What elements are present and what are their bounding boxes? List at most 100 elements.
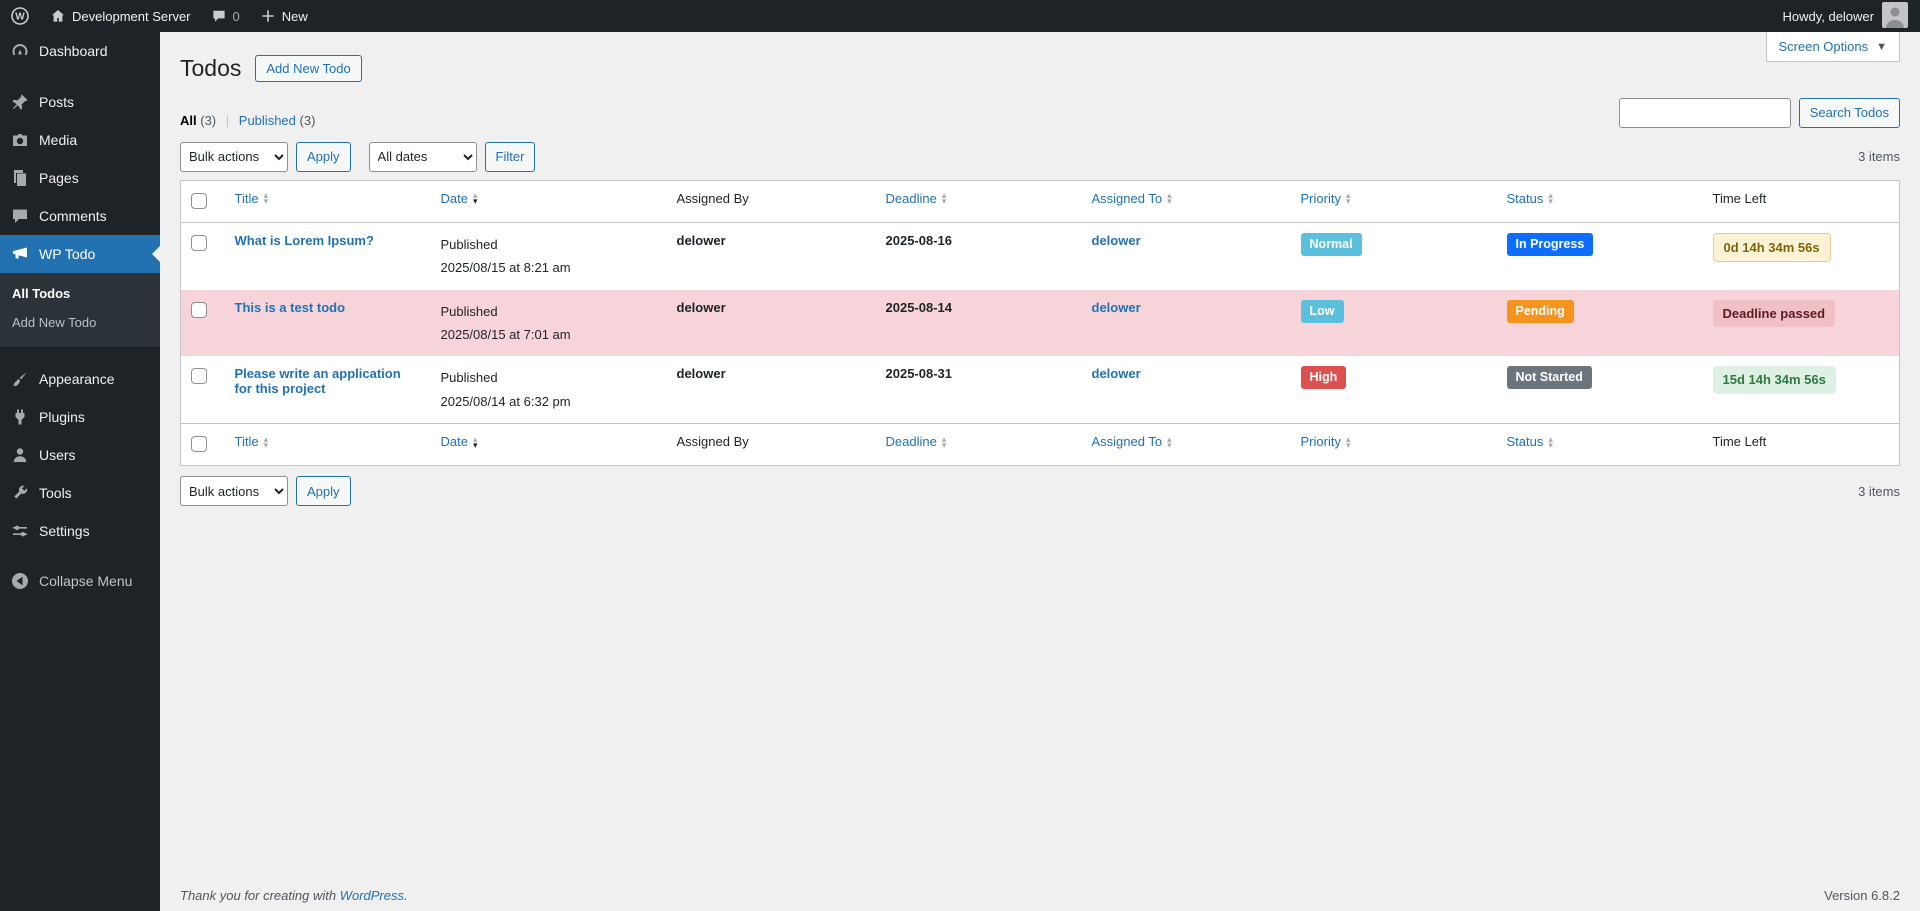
apply-button[interactable]: Apply: [296, 476, 351, 507]
view-published-count: (3): [299, 112, 316, 128]
my-account-menu[interactable]: Howdy, delower: [1770, 0, 1920, 32]
plug-icon: [10, 407, 30, 427]
wordpress-logo-menu[interactable]: W: [0, 0, 40, 32]
todo-title-link[interactable]: What is Lorem Ipsum?: [234, 232, 374, 248]
column-header-time-left: Time Left: [1712, 434, 1767, 450]
column-header-priority[interactable]: Priority ▴ ▾: [1300, 433, 1351, 450]
sidebar-item-tools[interactable]: Tools: [0, 474, 160, 512]
status-badge: Not Started: [1506, 366, 1592, 390]
dashboard-icon: [10, 41, 30, 61]
search-box: Search Todos: [1618, 97, 1900, 128]
view-published-link[interactable]: Published: [238, 112, 296, 128]
screen-options-button[interactable]: Screen Options ▼: [1765, 32, 1900, 62]
collapse-arrow-icon: [10, 571, 30, 591]
priority-badge: Normal: [1300, 232, 1362, 256]
sort-indicator: ▴ ▾: [263, 433, 269, 450]
assigned-to-link[interactable]: delower: [1091, 299, 1141, 315]
search-todos-button[interactable]: Search Todos: [1798, 97, 1900, 128]
assigned-to-link[interactable]: delower: [1091, 232, 1141, 248]
pushpin-icon: [10, 92, 30, 112]
sort-indicator: ▴ ▾: [472, 433, 478, 450]
version-label: Version 6.8.2: [1824, 888, 1900, 903]
view-all-link[interactable]: All: [180, 112, 197, 128]
row-checkbox[interactable]: [191, 234, 207, 251]
select-all-checkbox[interactable]: [191, 192, 207, 209]
column-header-date[interactable]: Date ▴ ▾: [440, 433, 478, 450]
sidebar-item-label: Appearance: [39, 371, 115, 387]
column-header-assigned-by: Assigned By: [676, 434, 749, 450]
items-count: 3 items: [1858, 483, 1900, 499]
sidebar-item-label: Pages: [39, 170, 79, 186]
column-header-deadline[interactable]: Deadline ▴ ▾: [885, 433, 947, 450]
screen-options-label: Screen Options: [1778, 39, 1869, 54]
column-header-status[interactable]: Status ▴ ▾: [1506, 433, 1553, 450]
wordpress-link[interactable]: WordPress: [339, 888, 404, 903]
sidebar-item-media[interactable]: Media: [0, 121, 160, 159]
new-content-menu[interactable]: New: [250, 0, 318, 32]
menu-separator: [0, 347, 160, 360]
column-header-deadline[interactable]: Deadline ▴ ▾: [885, 190, 947, 207]
column-header-assigned-to[interactable]: Assigned To ▴ ▾: [1091, 190, 1172, 207]
row-checkbox[interactable]: [191, 301, 207, 318]
sidebar-item-posts[interactable]: Posts: [0, 83, 160, 121]
add-new-todo-button[interactable]: Add New Todo: [255, 55, 362, 83]
collapse-menu-button[interactable]: Collapse Menu: [0, 562, 160, 600]
submenu-item-label: Add New Todo: [12, 315, 97, 330]
bulk-actions-select[interactable]: Bulk actions: [180, 476, 288, 507]
todo-title-link[interactable]: Please write an application for this pro…: [234, 366, 401, 397]
column-header-title[interactable]: Title ▴ ▾: [234, 190, 269, 207]
column-header-priority[interactable]: Priority ▴ ▾: [1300, 190, 1351, 207]
sidebar-item-dashboard[interactable]: Dashboard: [0, 32, 160, 70]
media-icon: [10, 130, 30, 150]
column-header-date[interactable]: Date ▴ ▾: [440, 190, 478, 207]
sort-indicator: ▴ ▾: [1548, 190, 1553, 207]
todos-table: Title ▴ ▾ Date ▴ ▾ Assigned By Deadline ▴ ▾ As…: [180, 179, 1900, 467]
comments-menu[interactable]: 0: [201, 0, 250, 32]
sidebar-item-users[interactable]: Users: [0, 436, 160, 474]
tablenav-bottom: Bulk actions Apply 3 items: [180, 476, 1900, 507]
items-count: 3 items: [1858, 149, 1900, 165]
submenu-item-all-todos[interactable]: All Todos: [0, 279, 160, 308]
assigned-by-value: delower: [676, 232, 726, 248]
publish-date: 2025/08/14 at 6:32 pm: [440, 393, 571, 409]
column-header-title[interactable]: Title ▴ ▾: [234, 433, 269, 450]
sidebar-item-label: Settings: [39, 523, 90, 539]
time-left-badge: Deadline passed: [1712, 299, 1836, 328]
plus-icon: [260, 8, 276, 24]
submenu-item-add-new-todo[interactable]: Add New Todo: [0, 308, 160, 337]
filter-button[interactable]: Filter: [484, 141, 536, 172]
comment-bubble-icon: [211, 8, 227, 24]
priority-badge: High: [1300, 366, 1347, 390]
site-name-menu[interactable]: Development Server: [40, 0, 201, 32]
table-header-row: Title ▴ ▾ Date ▴ ▾ Assigned By Deadline ▴ ▾ As…: [180, 180, 1900, 223]
assigned-to-link[interactable]: delower: [1091, 366, 1141, 382]
bulk-actions-select[interactable]: Bulk actions: [180, 141, 288, 172]
sidebar-item-pages[interactable]: Pages: [0, 159, 160, 197]
date-filter-select[interactable]: All dates: [368, 141, 477, 172]
sidebar-item-plugins[interactable]: Plugins: [0, 398, 160, 436]
footer-thanks-suffix: .: [404, 888, 408, 903]
comments-count: 0: [232, 8, 240, 24]
column-header-status[interactable]: Status ▴ ▾: [1506, 190, 1553, 207]
priority-badge: Low: [1300, 299, 1344, 323]
select-all-checkbox[interactable]: [191, 436, 207, 453]
site-name-label: Development Server: [72, 8, 191, 24]
sidebar-item-comments[interactable]: Comments: [0, 197, 160, 235]
sidebar-item-label: Tools: [39, 485, 72, 501]
chevron-down-icon: ▼: [1876, 40, 1887, 53]
admin-bar: W Development Server 0 New Howdy, delowe…: [0, 0, 1920, 32]
row-checkbox[interactable]: [191, 368, 207, 385]
search-input[interactable]: [1618, 97, 1791, 128]
sidebar-item-label: Media: [39, 132, 78, 148]
sidebar-item-appearance[interactable]: Appearance: [0, 360, 160, 398]
pages-icon: [10, 168, 30, 188]
sort-indicator: ▴ ▾: [1167, 433, 1172, 450]
publish-status: Published: [440, 370, 498, 386]
time-left-badge: 15d 14h 34m 56s: [1712, 366, 1836, 395]
todo-title-link[interactable]: This is a test todo: [234, 299, 346, 315]
table-row: Please write an application for this pro…: [181, 356, 1900, 423]
sidebar-item-settings[interactable]: Settings: [0, 512, 160, 550]
apply-button[interactable]: Apply: [296, 141, 351, 172]
column-header-assigned-to[interactable]: Assigned To ▴ ▾: [1091, 433, 1172, 450]
sidebar-item-wp-todo[interactable]: WP Todo: [0, 235, 160, 273]
